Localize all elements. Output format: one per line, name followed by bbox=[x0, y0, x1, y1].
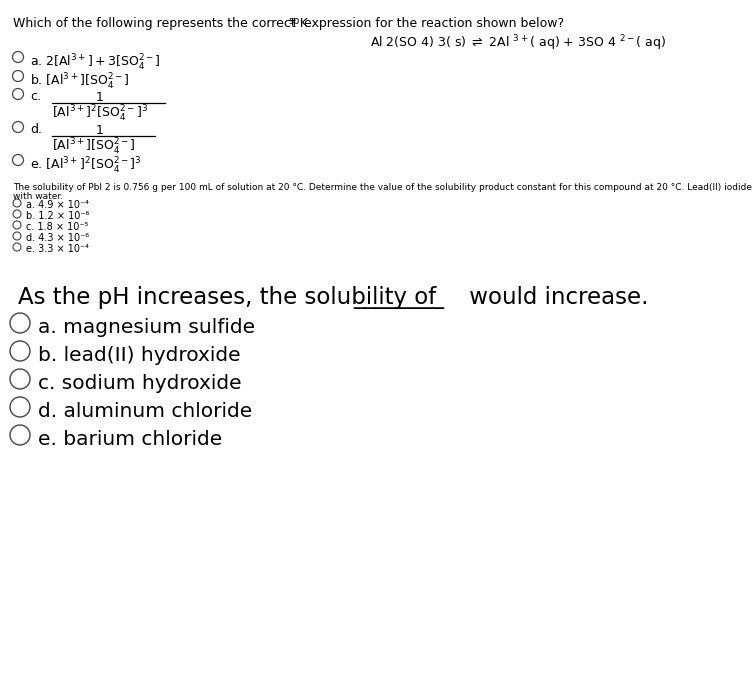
Text: d. aluminum chloride: d. aluminum chloride bbox=[38, 402, 252, 421]
Text: c.: c. bbox=[30, 90, 41, 103]
Text: expression for the reaction shown below?: expression for the reaction shown below? bbox=[300, 17, 564, 30]
Text: ________: ________ bbox=[353, 286, 444, 309]
Text: sp: sp bbox=[288, 16, 300, 26]
Text: with water.: with water. bbox=[13, 192, 63, 201]
Text: b. 1.2 × 10⁻⁶: b. 1.2 × 10⁻⁶ bbox=[26, 211, 90, 221]
Text: d. 4.3 × 10⁻⁶: d. 4.3 × 10⁻⁶ bbox=[26, 233, 89, 243]
Text: b. lead(II) hydroxide: b. lead(II) hydroxide bbox=[38, 346, 241, 365]
Text: a. magnesium sulfide: a. magnesium sulfide bbox=[38, 318, 255, 337]
Text: Al 2(SO 4) 3( s) $\rightleftharpoons$ 2Al $\mathregular{^{3+}}$( aq) + 3SO 4 $\m: Al 2(SO 4) 3( s) $\rightleftharpoons$ 2A… bbox=[370, 33, 666, 53]
Text: e. barium chloride: e. barium chloride bbox=[38, 430, 222, 449]
Text: 1: 1 bbox=[96, 91, 104, 104]
Text: b. $\mathregular{[Al^{3+}][SO_4^{2-}]}$: b. $\mathregular{[Al^{3+}][SO_4^{2-}]}$ bbox=[30, 72, 130, 92]
Text: e. $\mathregular{[Al^{3+}]^2[SO_4^{2-}]^3}$: e. $\mathregular{[Al^{3+}]^2[SO_4^{2-}]^… bbox=[30, 156, 142, 176]
Text: Which of the following represents the correct K: Which of the following represents the co… bbox=[13, 17, 308, 30]
Text: a. $\mathregular{2[Al^{3+}] + 3[SO_4^{2-}]}$: a. $\mathregular{2[Al^{3+}] + 3[SO_4^{2-… bbox=[30, 53, 160, 73]
Text: d.: d. bbox=[30, 123, 42, 136]
Text: e. 3.3 × 10⁻⁴: e. 3.3 × 10⁻⁴ bbox=[26, 244, 89, 254]
Text: c. sodium hydroxide: c. sodium hydroxide bbox=[38, 374, 242, 393]
Text: a. 4.9 × 10⁻⁴: a. 4.9 × 10⁻⁴ bbox=[26, 200, 89, 210]
Text: would increase.: would increase. bbox=[462, 286, 648, 309]
Text: The solubility of PbI 2 is 0.756 g per 100 mL of solution at 20 °C. Determine th: The solubility of PbI 2 is 0.756 g per 1… bbox=[13, 183, 753, 192]
Text: 1: 1 bbox=[96, 124, 104, 137]
Text: c. 1.8 × 10⁻⁵: c. 1.8 × 10⁻⁵ bbox=[26, 222, 88, 232]
Text: $\mathregular{[Al^{3+}][SO_4^{2-}]}$: $\mathregular{[Al^{3+}][SO_4^{2-}]}$ bbox=[52, 137, 136, 157]
Text: $\mathregular{[Al^{3+}]^2[SO_4^{2-}]^3}$: $\mathregular{[Al^{3+}]^2[SO_4^{2-}]^3}$ bbox=[52, 104, 148, 124]
Text: As the pH increases, the solubility of: As the pH increases, the solubility of bbox=[18, 286, 444, 309]
